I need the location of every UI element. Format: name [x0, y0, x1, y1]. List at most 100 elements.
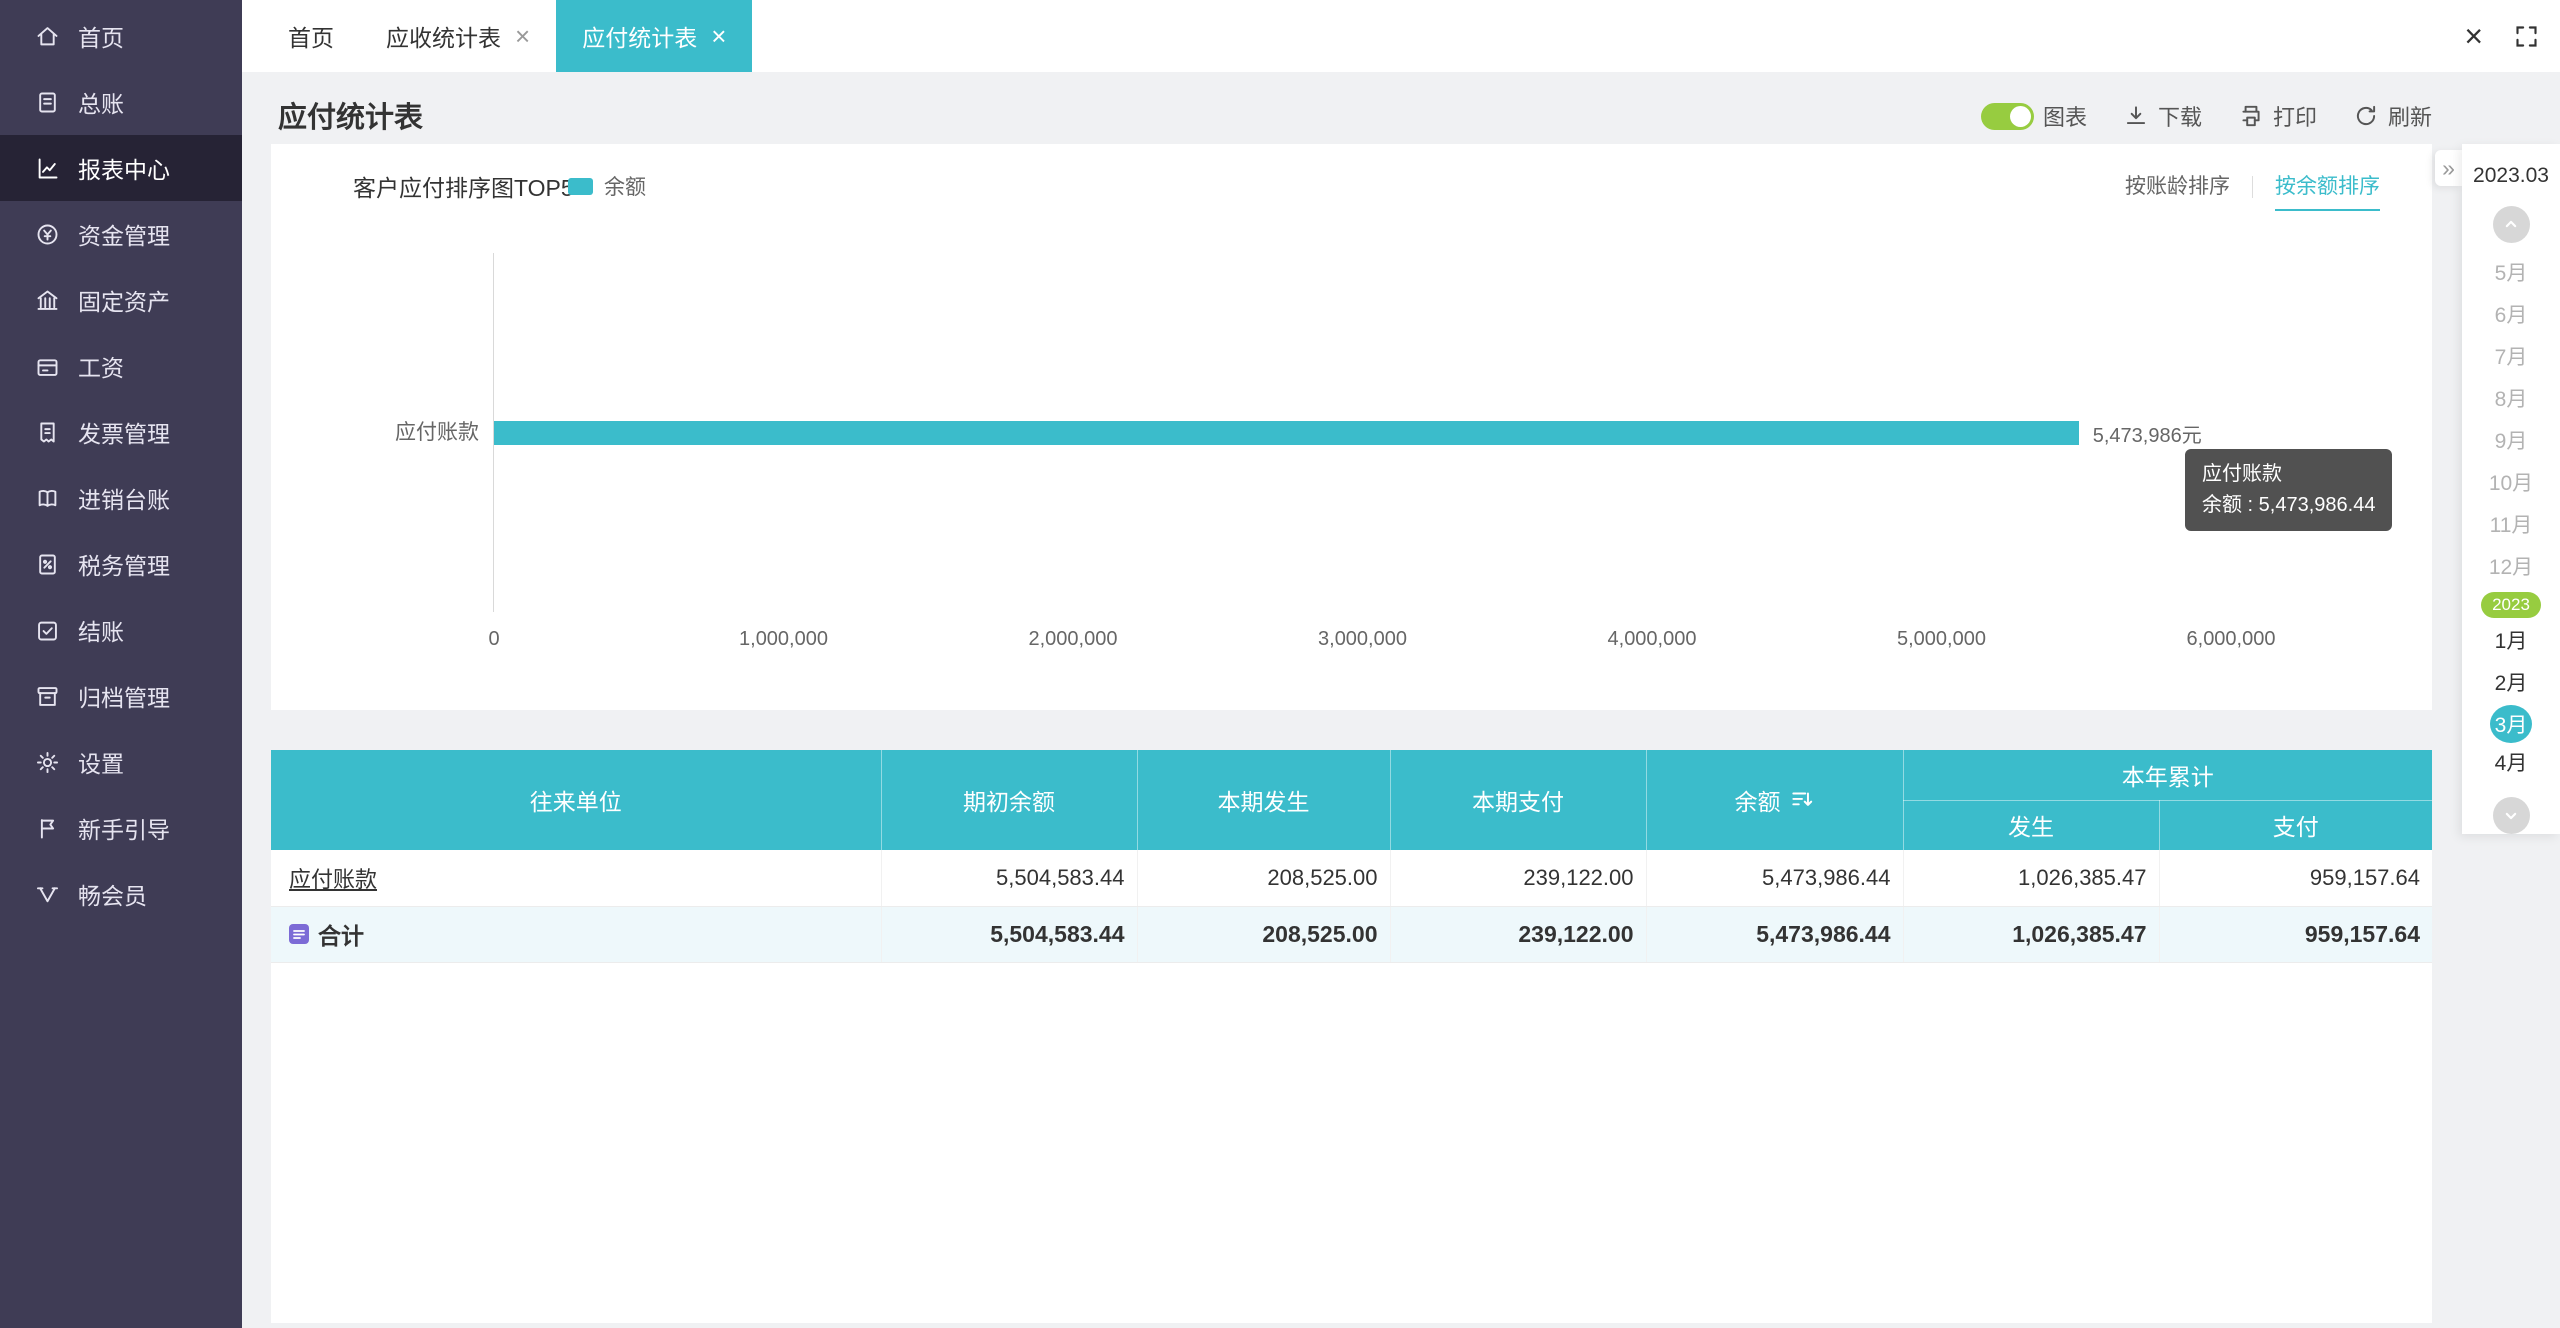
sidebar-item-beginner-guide[interactable]: 新手引导: [0, 795, 242, 861]
header-ytd-group: 本年累计: [1902, 750, 2432, 801]
sidebar-item-member[interactable]: 畅会员: [0, 861, 242, 927]
sidebar-item-home[interactable]: 首页: [0, 3, 242, 69]
chart-title: 客户应付排序图TOP5: [353, 175, 574, 201]
month-item-march-selected[interactable]: 3月: [2490, 704, 2532, 743]
sidebar-item-salary[interactable]: 工资: [0, 333, 242, 399]
sort-by-balance-option[interactable]: 按余额排序: [2275, 170, 2380, 211]
tab-label: 应收统计表: [386, 25, 501, 51]
tooltip-value: 余额 : 5,473,986.44: [2202, 494, 2376, 516]
header-current-incurred: 本期发生: [1136, 750, 1390, 850]
download-label: 下载: [2157, 105, 2202, 130]
header-current-paid: 本期支付: [1389, 750, 1646, 850]
chart-toggle[interactable]: [1980, 102, 2034, 130]
sidebar-item-label: 新手引导: [78, 817, 170, 843]
header-ytd-paid: 支付: [2158, 800, 2432, 850]
x-axis-tick: 3,000,000: [1318, 628, 1407, 650]
tab-home[interactable]: 首页: [262, 0, 360, 72]
refresh-button[interactable]: 刷新: [2353, 100, 2432, 132]
sort-icon[interactable]: [1789, 787, 1815, 813]
x-axis-tick: 4,000,000: [1607, 628, 1697, 650]
sidebar-item-fund-management[interactable]: 资金管理: [0, 201, 242, 267]
chart-toggle-label: 图表: [2042, 105, 2087, 130]
sidebar-item-settings[interactable]: 设置: [0, 729, 242, 795]
scroll-up-button[interactable]: [2492, 205, 2530, 243]
tab-label: 首页: [288, 25, 334, 51]
year-badge: 2023: [2481, 591, 2541, 618]
month-item-april[interactable]: 4月: [2494, 752, 2528, 775]
month-item-february[interactable]: 2月: [2494, 671, 2528, 695]
month-item-august[interactable]: 8月: [2494, 387, 2528, 411]
sidebar-item-tax-management[interactable]: 税务管理: [0, 531, 242, 597]
month-item-july[interactable]: 7月: [2494, 345, 2528, 369]
total-label: 合计: [318, 923, 364, 949]
sidebar-item-label: 首页: [78, 25, 124, 51]
close-icon[interactable]: ×: [2464, 18, 2483, 54]
x-axis-tick: 2,000,000: [1028, 628, 1118, 650]
panel-collapse-handle[interactable]: »: [2435, 150, 2462, 186]
print-button[interactable]: 打印: [2238, 100, 2317, 132]
x-axis-tick: 1,000,000: [739, 628, 828, 650]
balance-bar[interactable]: [494, 421, 2079, 445]
sort-by-aging-option[interactable]: 按账龄排序: [2125, 175, 2230, 198]
sidebar-item-archive-management[interactable]: 归档管理: [0, 663, 242, 729]
purchase-sales-ledger-icon: [38, 489, 57, 507]
chart-legend[interactable]: 余额: [568, 171, 646, 201]
legend-label: 余额: [604, 176, 646, 199]
x-axis-tick: 5,000,000: [1896, 628, 1986, 650]
refresh-icon: [2356, 105, 2376, 126]
payable-table-card: 往来单位 期初余额 本期发生 本期支付 余额 本年累计: [271, 750, 2432, 1323]
sidebar-item-closing[interactable]: 结账: [0, 597, 242, 663]
tab-close-icon[interactable]: ×: [515, 21, 531, 51]
payable-chart-card: 客户应付排序图TOP5 余额 按账龄排序 按余额排序 应付账款 5,473,98…: [271, 144, 2432, 710]
total-balance: 5,473,986.44: [1645, 906, 1903, 963]
window-controls: ×: [2464, 0, 2540, 72]
cell-ytd-paid: 959,157.64: [2158, 850, 2432, 907]
refresh-label: 刷新: [2387, 105, 2432, 130]
x-axis-tick: 0: [488, 628, 500, 650]
month-item-january[interactable]: 1月: [2494, 629, 2528, 653]
sidebar-item-label: 总账: [78, 91, 124, 117]
sidebar-item-label: 税务管理: [78, 553, 170, 579]
general-ledger-icon: [39, 92, 56, 112]
sidebar-item-report-center[interactable]: 报表中心: [0, 135, 242, 201]
download-icon: [2126, 106, 2146, 125]
month-item-november[interactable]: 11月: [2489, 513, 2533, 537]
salary-icon: [37, 358, 58, 376]
tab-close-icon[interactable]: ×: [711, 21, 727, 51]
sidebar-item-purchase-sales-ledger[interactable]: 进销台账: [0, 465, 242, 531]
total-icon: [289, 924, 309, 944]
sidebar-item-invoice-management[interactable]: 发票管理: [0, 399, 242, 465]
header-counterparty: 往来单位: [271, 750, 881, 850]
current-period-label: 2023.03: [2473, 164, 2549, 187]
month-item-december[interactable]: 12月: [2488, 555, 2534, 579]
sidebar-item-general-ledger[interactable]: 总账: [0, 69, 242, 135]
month-item-september[interactable]: 9月: [2494, 429, 2528, 453]
archive-management-icon: [37, 686, 58, 706]
fullscreen-icon[interactable]: [2513, 23, 2540, 50]
bar-value-label: 5,473,986元: [2092, 424, 2202, 447]
legend-swatch: [568, 177, 593, 195]
month-item-october[interactable]: 10月: [2488, 471, 2534, 495]
closing-icon: [38, 621, 57, 640]
header-opening-balance: 期初余额: [880, 750, 1137, 850]
tab-receivable-report[interactable]: 应收统计表 ×: [360, 0, 556, 72]
month-item-may[interactable]: 5月: [2494, 261, 2528, 285]
row-counterparty-link[interactable]: 应付账款: [289, 866, 378, 892]
chevron-up-icon: [2505, 220, 2517, 228]
sidebar-item-label: 固定资产: [78, 289, 170, 315]
chart-sort-options: 按账龄排序 按余额排序: [2125, 170, 2380, 211]
header-ytd-incurred: 发生: [1902, 800, 2159, 850]
table-row: 应付账款 5,504,583.44 208,525.00 239,122.00 …: [271, 850, 2432, 907]
settings-icon: [36, 751, 59, 773]
scroll-down-button[interactable]: [2492, 797, 2530, 834]
sidebar-item-fixed-assets[interactable]: 固定资产: [0, 267, 242, 333]
tab-payable-report[interactable]: 应付统计表 ×: [556, 0, 753, 72]
download-button[interactable]: 下载: [2123, 100, 2202, 132]
fund-management-icon: [37, 224, 58, 244]
sidebar-item-label: 结账: [78, 619, 124, 645]
beginner-guide-icon: [40, 818, 55, 838]
month-panel: 2023.03 5月 6月 7月 8月 9月 10月 11月 12月 2023 …: [2462, 144, 2560, 834]
x-axis-tick: 6,000,000: [2186, 628, 2276, 650]
month-item-june[interactable]: 6月: [2494, 303, 2528, 327]
